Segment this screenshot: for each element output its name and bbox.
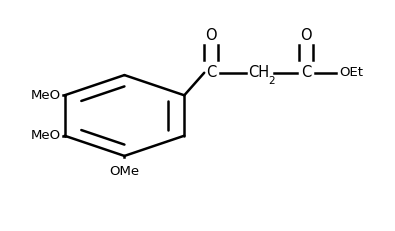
Text: MeO: MeO xyxy=(30,129,60,142)
Text: C: C xyxy=(301,65,311,80)
Text: OEt: OEt xyxy=(340,66,364,79)
Text: OMe: OMe xyxy=(109,165,139,178)
Text: CH: CH xyxy=(248,65,269,80)
Text: MeO: MeO xyxy=(30,89,60,102)
Text: C: C xyxy=(206,65,216,80)
Text: 2: 2 xyxy=(268,76,275,86)
Text: O: O xyxy=(205,28,217,43)
Text: O: O xyxy=(300,28,312,43)
